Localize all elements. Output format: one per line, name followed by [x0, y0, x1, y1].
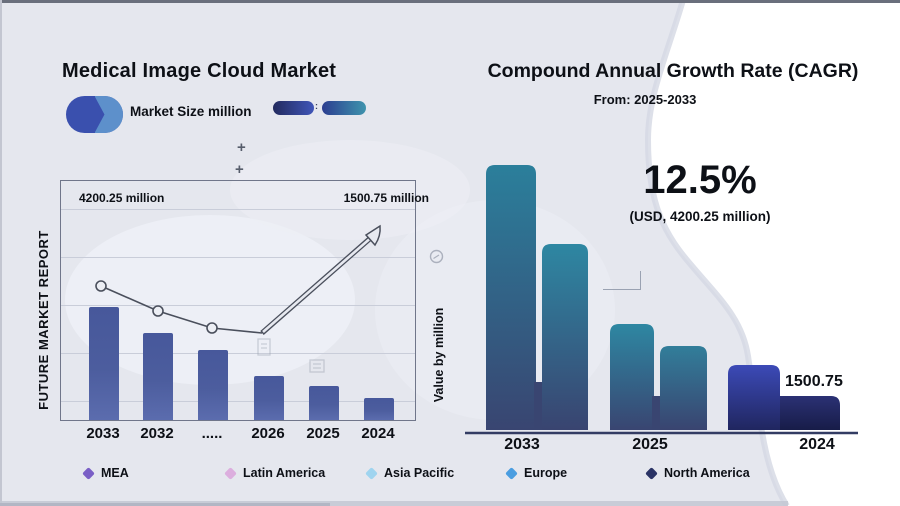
- circle-icon: [429, 249, 444, 264]
- legend-label: North America: [664, 466, 750, 480]
- right-axis-vertical-label: Value by million: [432, 307, 446, 403]
- chart-annotation-right: 1500.75 million: [343, 191, 429, 205]
- x-axis-label: 2033: [86, 425, 120, 442]
- top-edge-line: [0, 0, 900, 3]
- bottom-edge-band: [0, 501, 788, 506]
- diamond-icon: [645, 466, 658, 480]
- legend-label: Asia Pacific: [384, 466, 455, 480]
- cagr-note: (USD, 4200.25 million): [629, 209, 771, 224]
- series-legend-row: Market Size million :: [66, 95, 386, 135]
- cagr-bar-secondary: [542, 244, 588, 430]
- legend-item: Asia Pacific: [365, 466, 455, 480]
- trend-line-arrow: [95, 224, 381, 335]
- left-side-vertical-label: FUTURE MARKET REPORT: [36, 230, 51, 410]
- market-size-bar: [143, 333, 173, 420]
- legend-label: Latin America: [243, 466, 326, 480]
- step-decoration: [603, 271, 641, 290]
- bar-connector: [534, 382, 544, 430]
- document-watermark-icon: [309, 359, 325, 373]
- x-axis-label: 2033: [504, 436, 540, 453]
- gridline: [61, 353, 415, 354]
- diamond-icon: [224, 466, 237, 480]
- plus-icon: +: [237, 139, 246, 156]
- cagr-title: Compound Annual Growth Rate (CAGR): [487, 60, 859, 82]
- legend-item: North America: [645, 466, 750, 480]
- x-axis-label: 2032: [140, 425, 174, 442]
- clipboard-watermark-icon: [257, 338, 271, 356]
- ratio-separator: :: [315, 101, 318, 111]
- cloud-highlight: [230, 140, 470, 240]
- value-annotation: 1500.75: [785, 373, 843, 390]
- bar-groups: [486, 165, 840, 430]
- diamond-icon: [82, 466, 95, 480]
- left-edge-line: [0, 0, 2, 506]
- cylinder-face: [94, 96, 123, 133]
- x-axis-label: .....: [201, 425, 223, 442]
- legend-item: Latin America: [224, 466, 326, 480]
- cagr-subtitle: From: 2025-2033: [593, 92, 697, 107]
- gridline: [61, 305, 415, 306]
- cylinder-icon: [66, 96, 123, 133]
- legend-item: Europe: [505, 466, 568, 480]
- bottom-edge-shadow: [0, 503, 330, 506]
- x-axis-label: 2025: [306, 425, 340, 442]
- cagr-bar-primary: [728, 365, 780, 430]
- gridline: [61, 257, 415, 258]
- gridline: [61, 209, 415, 210]
- market-size-bar: [89, 307, 119, 420]
- x-axis-label: 2024: [361, 425, 395, 442]
- gradient-pill-icon: [273, 101, 314, 115]
- cagr-bar-primary: [486, 165, 536, 430]
- x-axis-label: 2025: [632, 436, 668, 453]
- cagr-bar-primary: [610, 324, 654, 430]
- cagr-bar-secondary: [660, 346, 707, 430]
- market-size-bar: [198, 350, 228, 420]
- cagr-bar-secondary: [780, 396, 840, 430]
- legend-label: MEA: [101, 466, 129, 480]
- arrowhead: [364, 224, 381, 247]
- chart-annotation-left: 4200.25 million: [79, 191, 165, 205]
- page-title: Medical Image Cloud Market: [62, 60, 337, 82]
- market-size-bar: [309, 386, 339, 420]
- gradient-pill-icon: [322, 101, 366, 115]
- plus-icon: +: [235, 161, 244, 178]
- diamond-icon: [365, 466, 378, 480]
- x-axis-label: 2024: [799, 436, 835, 453]
- bar-connector: [652, 396, 662, 430]
- gridline: [61, 401, 415, 402]
- market-size-chart: 4200.25 million 1500.75 million: [60, 180, 429, 421]
- x-axis-label: 2026: [251, 425, 285, 442]
- market-size-bar: [364, 398, 394, 420]
- legend-label: Europe: [524, 466, 568, 480]
- series-label: Market Size million: [130, 104, 252, 119]
- diamond-icon: [505, 466, 518, 480]
- legend-item: MEA: [82, 466, 129, 480]
- market-size-bar: [254, 376, 284, 420]
- cagr-value: 12.5%: [643, 158, 757, 202]
- cagr-bar-chart: [465, 165, 858, 435]
